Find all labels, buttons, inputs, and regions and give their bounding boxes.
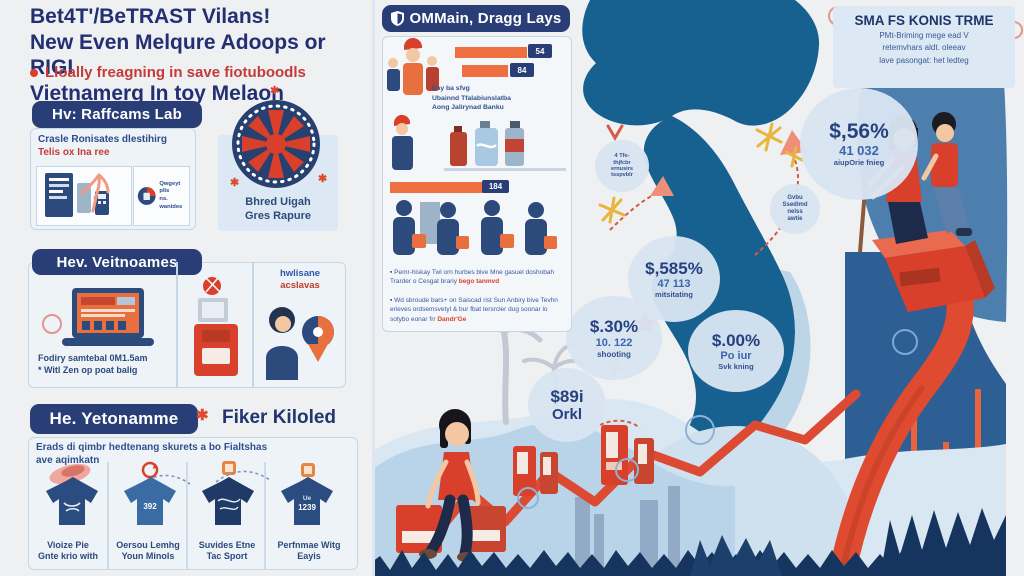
asterisk-decoration: ✱ bbox=[196, 407, 209, 424]
documents-icon bbox=[45, 173, 110, 217]
vending-machines bbox=[513, 425, 654, 496]
middle-bullet-2: ▪ Wd sbroude bars+ on Saiscad rist Sun A… bbox=[390, 297, 558, 323]
middle-caption-line: Eay ba sfvg bbox=[432, 85, 470, 92]
pie-badge-icon bbox=[137, 187, 156, 205]
middle-caption-line: Ubainnd Tfalabiunslatba bbox=[432, 94, 511, 102]
jersey-icon[interactable]: 392 bbox=[124, 477, 178, 527]
dashed-arrows bbox=[599, 159, 800, 429]
veitnoames-caption1: Fodiry samtebal 0M1.5am bbox=[38, 353, 148, 363]
info-box: SMA FS KONIS TRME PMt-Briming mege ead V… bbox=[833, 6, 1015, 88]
title-line: Vietnamerg In toy Melaon bbox=[30, 81, 284, 105]
yetonamme-header-pill[interactable]: He. Yetonamme bbox=[30, 404, 198, 434]
wheel-caption: Gres Rapure bbox=[244, 209, 312, 222]
scribble-icon bbox=[42, 314, 62, 334]
jersey-icon[interactable] bbox=[202, 477, 256, 527]
raffcams-line2: Telis ox Ina ree bbox=[38, 146, 110, 158]
wheel-caption: Bhred Uigah bbox=[245, 196, 311, 208]
red-road bbox=[827, 286, 974, 576]
stat-bubble-585: $,585% 47 113 mitsitating bbox=[628, 236, 720, 322]
bar-value-chip: 84 bbox=[510, 63, 534, 77]
jersey-icon[interactable]: Ue 1239 bbox=[281, 477, 335, 527]
stat-bubble-56: $,56% 41 032 aiupOrie fnieg bbox=[800, 88, 918, 200]
grass bbox=[372, 540, 1006, 576]
veitnoames-header-pill[interactable]: Hev. Veitnoames bbox=[32, 249, 202, 275]
shirt-label-line: Suvides Etne bbox=[198, 540, 256, 550]
shirt-label-line: Youn Minols bbox=[121, 551, 175, 562]
shirts-decor bbox=[49, 461, 315, 487]
stat-cell-caption: Qwgeyt plis bbox=[159, 180, 181, 195]
middle-caption-line: Aong Jalirynad Banku bbox=[432, 104, 504, 112]
jersey-value: 392 bbox=[143, 502, 157, 511]
laptop-icon bbox=[62, 288, 154, 346]
bar-value-chip: 54 bbox=[528, 44, 552, 58]
prize-wheel-icon[interactable] bbox=[230, 98, 322, 190]
raffcams-line1: Crasle Ronisates dlestihirg bbox=[38, 134, 167, 145]
yetonamme-desc: Erads di qimbr hedtenang skurets a bo Fi… bbox=[36, 442, 268, 453]
shield-icon bbox=[390, 11, 404, 26]
yetonamme-suffix-title: Fiker Kiloled bbox=[222, 407, 337, 428]
raffcams-stat-cell[interactable]: Qwgeyt plis ns. wanides bbox=[133, 166, 190, 226]
page-title: Bet4T'/BeTRAST Vilans! New Even Melqure … bbox=[30, 4, 370, 106]
stat-bubble-89: $89i Orkl bbox=[528, 368, 606, 442]
column-divider bbox=[372, 0, 375, 576]
shirt-label-line: Perfnmae Witg bbox=[277, 540, 341, 550]
shirt-label-line: Tac Sport bbox=[206, 551, 248, 562]
shirt-label-line: Vioize Pie bbox=[47, 540, 89, 550]
arrowhead-up bbox=[650, 176, 674, 196]
info-box-line: retemvhars aldt. oleeav bbox=[882, 43, 966, 53]
middle-header-pill[interactable]: OMMain, Dragg Lays bbox=[382, 5, 570, 32]
vietnam-map-north bbox=[582, 0, 820, 126]
stat-cell-caption: ns. wanides bbox=[159, 196, 183, 210]
page-subtitle: Lloally freagning in save fiotuboodls bbox=[45, 64, 306, 81]
title-line: Bet4T'/BeTRAST Vilans! bbox=[30, 5, 271, 28]
vietnam-map-south bbox=[643, 116, 796, 487]
veitnoames-caption2: * Witl Zen op poat balig bbox=[38, 365, 138, 376]
stat-bubble-30: $.30% 10. 122 shooting bbox=[566, 296, 662, 380]
shirt-label-line: Gnte krio with bbox=[37, 551, 98, 562]
info-box-line: lave pasongat: het ledteg bbox=[879, 55, 969, 65]
city-silhouette bbox=[575, 486, 680, 576]
raffcams-header-pill[interactable]: Hv: Raffcams Lab bbox=[32, 101, 202, 128]
svg-text:Ue: Ue bbox=[303, 495, 312, 502]
coast-fringe bbox=[715, 270, 811, 479]
progress-value-chip: 184 bbox=[482, 180, 509, 193]
note-bubble-1: 4 Tfe- thjfcbr ernusirs tsspvblr bbox=[595, 140, 649, 192]
veitnoames-right-line1: hwlisane bbox=[279, 268, 321, 279]
asterisk-decoration: ✱ bbox=[270, 85, 280, 97]
bullet-dot-icon bbox=[30, 68, 38, 77]
asterisk-decoration: ✱ bbox=[318, 173, 328, 185]
middle-card-illustration bbox=[387, 37, 566, 255]
title-line: New Even Melqure Adoops or RIGI bbox=[30, 30, 326, 80]
yetonamme-header-label: He. Yetonamme bbox=[49, 409, 179, 428]
claw-machine-icon bbox=[194, 277, 238, 376]
veitnoames-header-label: Hev. Veitnoames bbox=[56, 253, 178, 271]
arrow-down-chevron bbox=[606, 124, 624, 141]
shirt-label-line: Eayis bbox=[297, 551, 321, 562]
stat-bubble-00: $.00% Po iur Svk kning bbox=[688, 310, 784, 392]
info-box-line: PMt-Briming mege ead V bbox=[879, 31, 969, 40]
note-bubble-2: Gvbu Ssedlmd nelss awtie bbox=[770, 184, 820, 234]
raffcams-docs-cell[interactable] bbox=[36, 166, 132, 226]
rider-man bbox=[921, 112, 972, 236]
asterisk-decoration: ✱ bbox=[230, 177, 240, 189]
person-location-pin-icon bbox=[266, 307, 334, 380]
yetonamme-desc: ave aqimkatn bbox=[36, 455, 100, 466]
raffcams-header-label: Hv: Raffcams Lab bbox=[52, 106, 182, 123]
middle-bullet-1: ▪ Pemr-hiskay Twl orn hurbes bive Mne ga… bbox=[390, 269, 555, 286]
veitnoames-right-line2: acslavas bbox=[280, 280, 320, 292]
info-box-title: SMA FS KONIS TRME bbox=[854, 13, 994, 28]
middle-header-label: OMMain, Dragg Lays bbox=[409, 10, 562, 27]
cart bbox=[872, 230, 995, 312]
shirt-label-line: Oersou Lemhg bbox=[116, 540, 180, 550]
jersey-value: 1239 bbox=[298, 503, 316, 512]
jersey-icon[interactable] bbox=[46, 477, 100, 527]
